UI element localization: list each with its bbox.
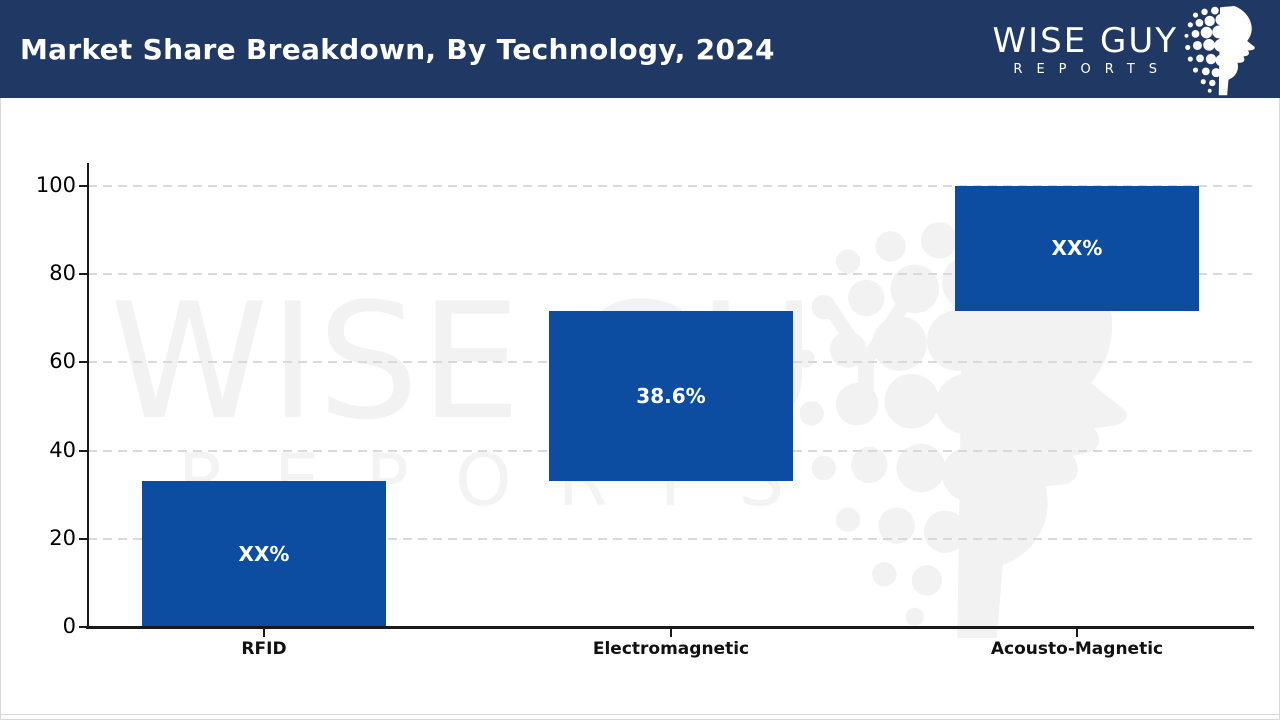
gridline xyxy=(88,185,1253,187)
y-axis-tick xyxy=(79,185,88,187)
x-category-label: Acousto-Magnetic xyxy=(990,639,1164,659)
header-bar: Market Share Breakdown, By Technology, 2… xyxy=(0,0,1280,98)
brand-name: WISE GUY xyxy=(992,21,1178,61)
dotted-face-icon xyxy=(1184,6,1255,96)
y-tick-label: 80 xyxy=(49,261,76,286)
y-axis-tick xyxy=(79,626,88,628)
y-axis-tick xyxy=(79,537,88,540)
y-tick-label: 20 xyxy=(49,525,76,550)
bar-value-label: 38.6% xyxy=(636,383,706,408)
x-axis-tick xyxy=(1076,629,1078,637)
y-axis-tick xyxy=(79,361,88,364)
bar-value-label: XX% xyxy=(238,542,290,566)
x-category-label: RFID xyxy=(241,639,287,659)
brand-logo-text: WISE GUY REPORTS xyxy=(992,23,1178,77)
bar-acousto-magnetic: XX% xyxy=(955,186,1199,311)
y-tick-label: 40 xyxy=(49,437,76,462)
x-axis xyxy=(86,626,1254,629)
footer-divider xyxy=(0,714,1280,715)
brand-subtitle: REPORTS xyxy=(1013,62,1172,77)
y-axis-tick xyxy=(79,449,88,452)
brand-logo: WISE GUY REPORTS xyxy=(992,4,1264,96)
x-axis-tick xyxy=(263,629,265,637)
bar-rfid: XX% xyxy=(142,481,386,627)
page-title: Market Share Breakdown, By Technology, 2… xyxy=(20,33,775,66)
bar-electromagnetic: 38.6% xyxy=(549,310,793,482)
y-tick-label: 100 xyxy=(35,173,76,197)
x-axis-tick xyxy=(670,629,672,637)
y-axis xyxy=(87,163,89,628)
y-tick-label: 60 xyxy=(49,349,76,374)
bar-value-label: XX% xyxy=(1051,236,1103,261)
y-tick-label: 0 xyxy=(62,614,76,638)
x-category-label: Electromagnetic xyxy=(592,639,750,659)
gridline xyxy=(88,537,1253,540)
gridline xyxy=(88,273,1253,276)
y-axis-tick xyxy=(79,273,88,276)
